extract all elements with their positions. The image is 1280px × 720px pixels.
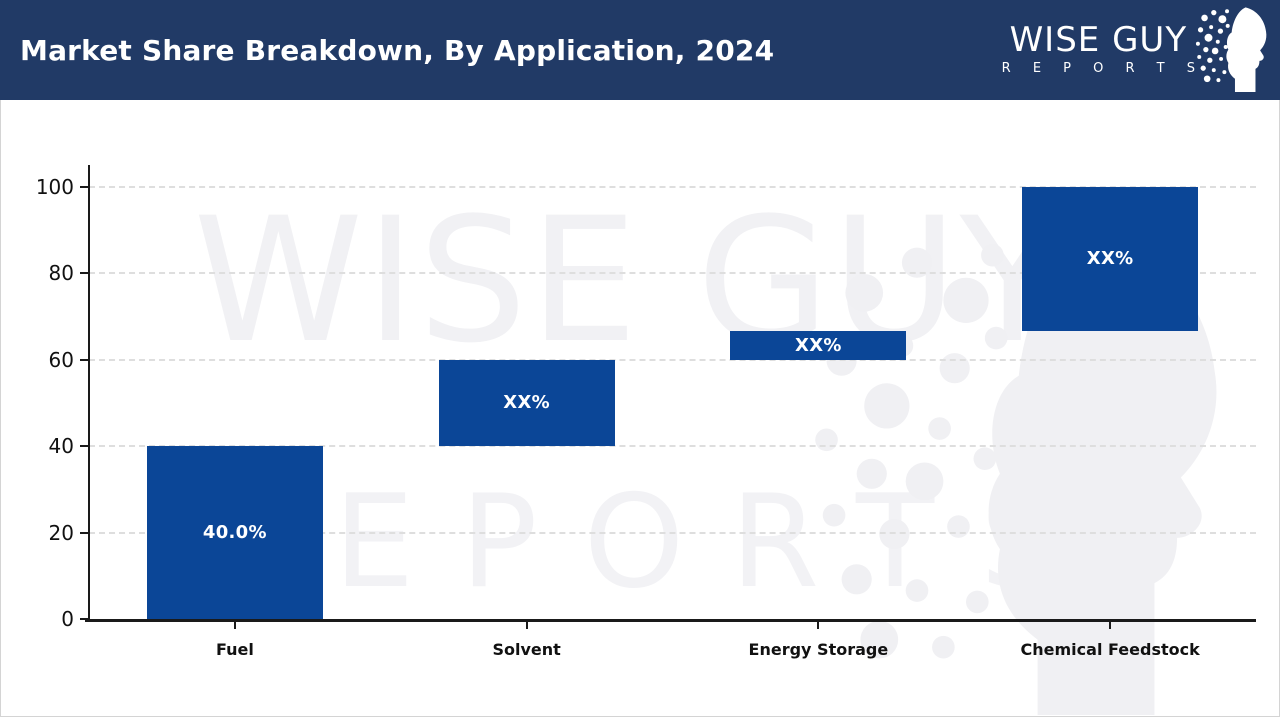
x-axis-tick xyxy=(525,622,528,629)
bar-fuel: 40.0% xyxy=(146,446,323,619)
y-axis xyxy=(88,165,90,622)
bar-value-label: XX% xyxy=(795,334,842,356)
gridline-y40 xyxy=(89,445,1256,448)
bar-solvent: XX% xyxy=(438,359,615,447)
bar-value-label: 40.0% xyxy=(202,522,267,544)
y-axis-tick xyxy=(80,186,88,188)
bar-chemical-feedstock: XX% xyxy=(1022,187,1199,331)
brand-logo-text: WISE GUY R E P O R T S xyxy=(993,20,1204,76)
y-tick-label: 40 xyxy=(48,434,74,459)
brand-logo: WISE GUY R E P O R T S xyxy=(993,6,1272,92)
brand-name: WISE GUY xyxy=(1009,20,1188,61)
y-axis-tick xyxy=(80,445,88,448)
x-category-label-energy-storage: Energy Storage xyxy=(748,640,889,659)
y-tick-label: 60 xyxy=(48,347,74,372)
x-category-label-chemical-feedstock: Chemical Feedstock xyxy=(1020,640,1200,659)
gridline-y20 xyxy=(89,531,1256,534)
x-category-label-fuel: Fuel xyxy=(215,640,254,659)
y-tick-label: 80 xyxy=(48,261,74,286)
x-axis-tick xyxy=(817,622,820,629)
gridline-y80 xyxy=(89,272,1256,275)
brand-head-icon xyxy=(1190,6,1272,92)
gridline-y60 xyxy=(89,358,1256,361)
y-axis-tick xyxy=(80,531,88,534)
y-tick-label: 0 xyxy=(61,607,74,631)
y-tick-label: 100 xyxy=(35,175,74,199)
bar-value-label: XX% xyxy=(503,392,550,414)
gridline-y100 xyxy=(89,186,1256,188)
bar-value-label: XX% xyxy=(1086,248,1134,270)
x-axis-tick xyxy=(233,622,236,629)
brand-subtitle: R E P O R T S xyxy=(1001,60,1204,76)
page-header: Market Share Breakdown, By Application, … xyxy=(0,0,1280,100)
y-axis-tick xyxy=(80,272,88,275)
bar-energy-storage: XX% xyxy=(730,330,907,360)
y-tick-label: 20 xyxy=(48,520,74,545)
x-category-label-solvent: Solvent xyxy=(492,640,561,659)
x-axis-tick xyxy=(1109,622,1112,629)
y-axis-tick xyxy=(80,358,88,361)
y-axis-tick xyxy=(80,618,88,620)
page-title: Market Share Breakdown, By Application, … xyxy=(20,33,775,67)
x-axis xyxy=(85,619,1256,622)
